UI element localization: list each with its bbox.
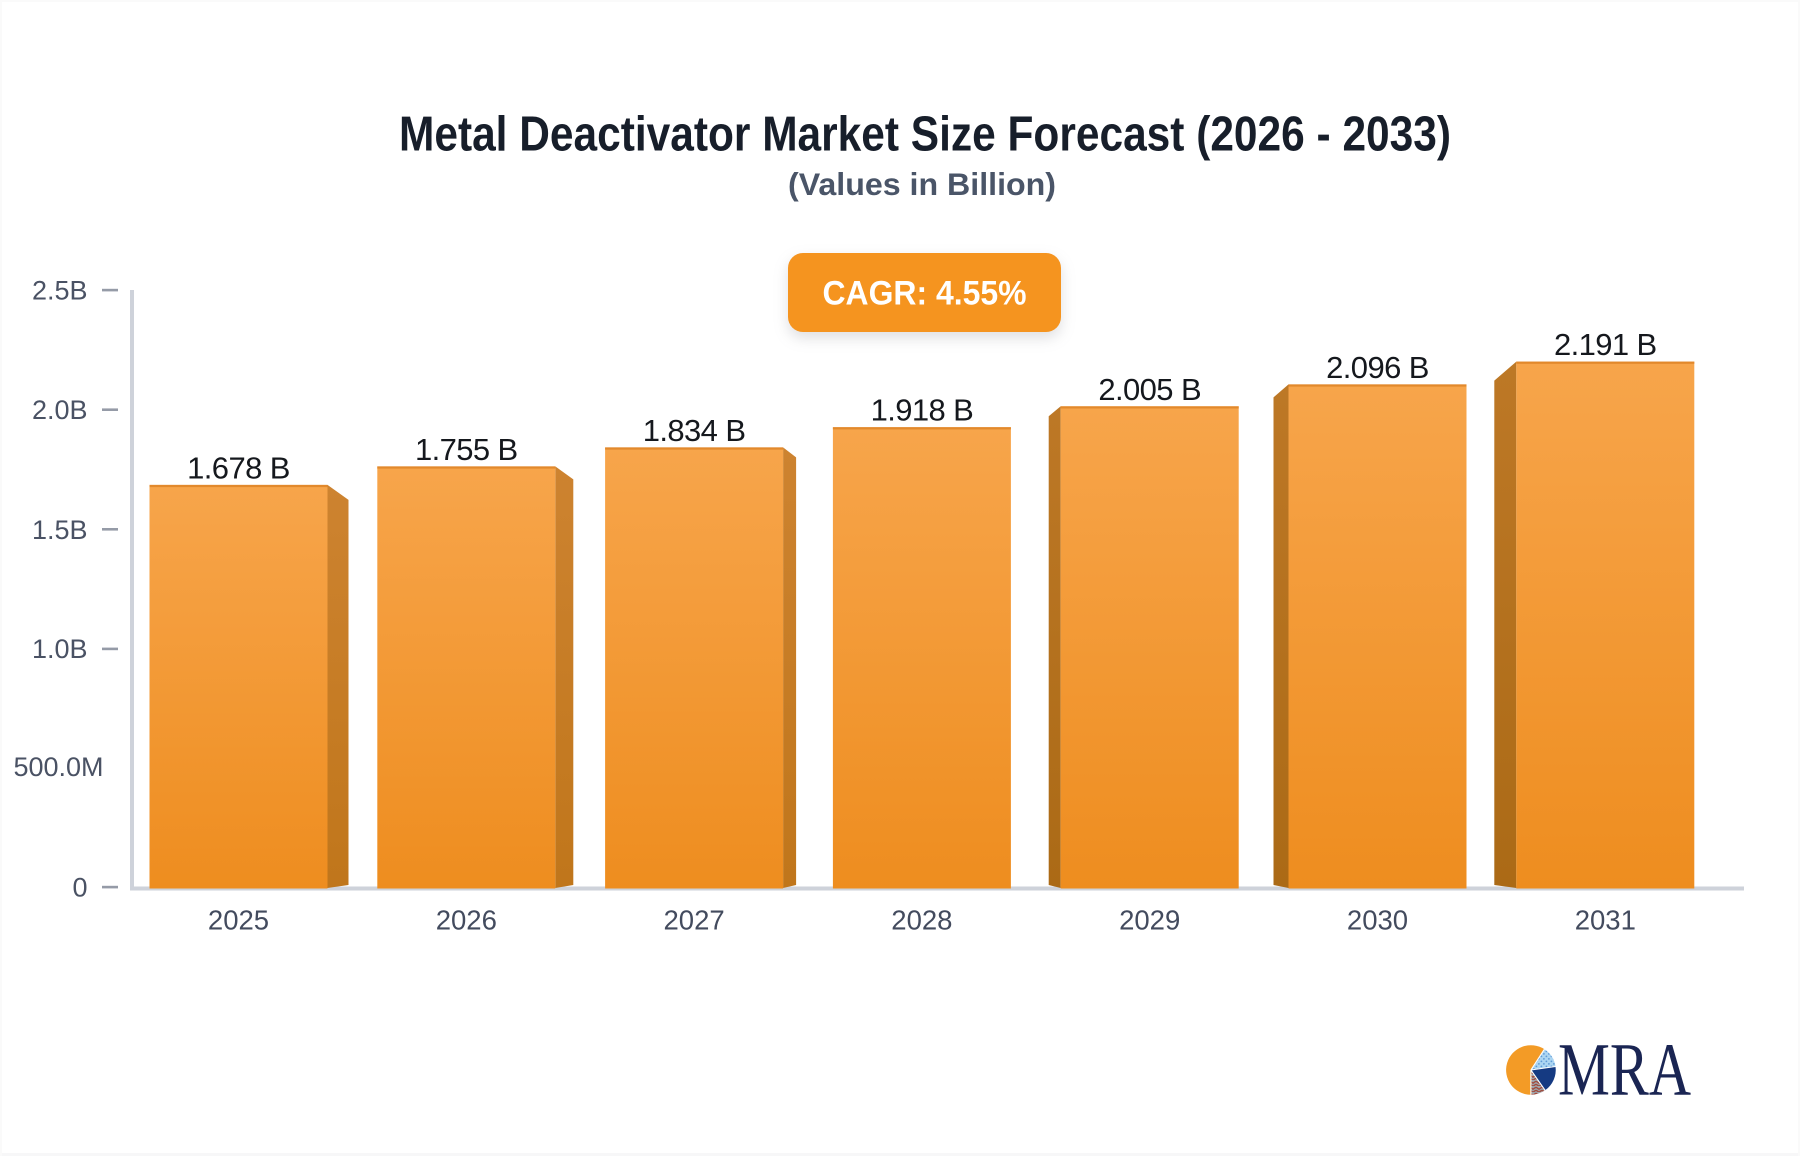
svg-text:2030: 2030 bbox=[1347, 905, 1408, 936]
svg-text:2.096 B: 2.096 B bbox=[1326, 350, 1429, 385]
svg-text:500.0M: 500.0M bbox=[13, 752, 103, 782]
svg-text:2.0B: 2.0B bbox=[32, 395, 88, 425]
svg-text:2.5B: 2.5B bbox=[32, 276, 88, 306]
svg-text:1.834 B: 1.834 B bbox=[643, 413, 746, 448]
svg-text:1.678 B: 1.678 B bbox=[187, 450, 290, 485]
svg-text:2029: 2029 bbox=[1119, 905, 1180, 936]
svg-text:1.918 B: 1.918 B bbox=[871, 393, 974, 428]
svg-text:CAGR: 4.55%: CAGR: 4.55% bbox=[823, 275, 1027, 313]
svg-text:2028: 2028 bbox=[891, 905, 952, 936]
svg-text:MRA: MRA bbox=[1558, 1029, 1691, 1112]
svg-text:2031: 2031 bbox=[1575, 905, 1636, 936]
svg-text:2.191 B: 2.191 B bbox=[1554, 327, 1657, 362]
svg-text:1.0B: 1.0B bbox=[32, 634, 88, 664]
svg-text:2025: 2025 bbox=[208, 905, 269, 936]
svg-text:1.755 B: 1.755 B bbox=[415, 432, 518, 467]
svg-text:2.005 B: 2.005 B bbox=[1098, 372, 1201, 407]
svg-text:2027: 2027 bbox=[664, 905, 725, 936]
svg-text:2026: 2026 bbox=[436, 905, 497, 936]
svg-text:Metal Deactivator Market Size: Metal Deactivator Market Size Forecast (… bbox=[399, 107, 1451, 162]
svg-text:0: 0 bbox=[72, 873, 87, 903]
svg-text:(Values in Billion): (Values in Billion) bbox=[788, 166, 1056, 202]
svg-text:1.5B: 1.5B bbox=[32, 515, 88, 545]
